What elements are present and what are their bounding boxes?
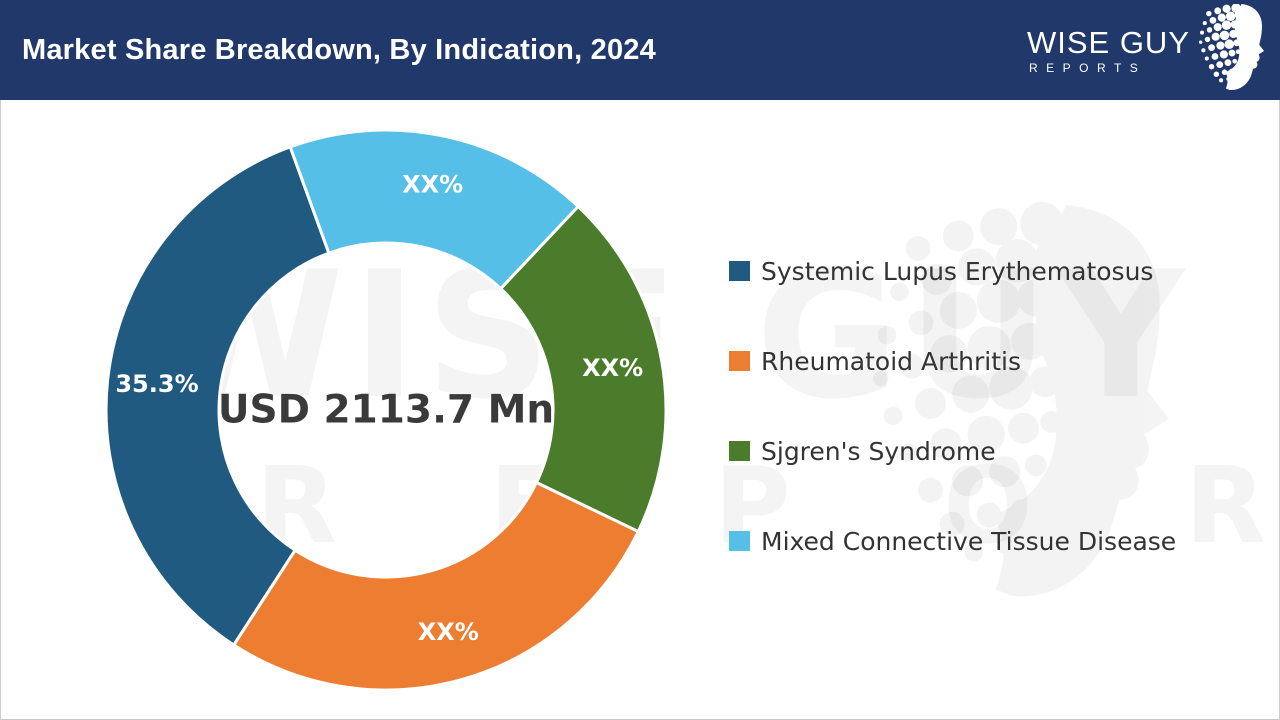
header-bar: Market Share Breakdown, By Indication, 2… — [0, 0, 1280, 100]
watermark-head-icon — [873, 201, 1170, 597]
legend-label: Systemic Lupus Erythematosus — [761, 256, 1154, 286]
legend-item: Sjgren's Syndrome — [729, 436, 1176, 466]
wise-guy-logo-text: WISE GUY REPORTS — [1027, 27, 1190, 74]
slice-value-label: XX% — [582, 354, 643, 382]
donut-slice — [104, 145, 331, 647]
slice-value-label: 35.3% — [115, 370, 198, 398]
legend-swatch — [729, 351, 750, 371]
logo-wordmark: WISE GUY — [1026, 24, 1190, 60]
wise-guy-logo-head-icon — [1198, 4, 1265, 91]
watermark-text-line2: R E P O R T S — [256, 445, 1280, 567]
chart-area: WISE GUY R E P O R T S 35.3% XX% XX% XX% US… — [0, 100, 1280, 720]
legend-item: Rheumatoid Arthritis — [729, 346, 1176, 376]
watermark-text-line1: WISE GUY — [151, 235, 1193, 438]
legend-swatch — [729, 261, 750, 281]
donut-slice — [232, 481, 640, 692]
legend-item: Systemic Lupus Erythematosus — [729, 256, 1176, 286]
donut-slice — [288, 128, 580, 291]
wise-guy-logo: WISE GUY REPORTS — [1027, 4, 1270, 96]
page-title: Market Share Breakdown, By Indication, 2… — [22, 33, 656, 66]
legend-swatch — [729, 441, 750, 461]
legend-item: Mixed Connective Tissue Disease — [729, 526, 1176, 556]
slice-value-label: XX% — [418, 618, 479, 646]
legend-swatch — [729, 531, 750, 551]
slice-value-label: XX% — [402, 170, 463, 198]
logo-subtitle: REPORTS — [1028, 60, 1147, 75]
donut-slice — [499, 204, 668, 533]
legend-label: Rheumatoid Arthritis — [761, 346, 1021, 376]
donut-center-value: USD 2113.7 Mn — [218, 388, 554, 433]
legend-label: Mixed Connective Tissue Disease — [761, 526, 1177, 556]
legend: Systemic Lupus Erythematosus Rheumatoid … — [729, 256, 1176, 556]
legend-label: Sjgren's Syndrome — [761, 436, 996, 466]
donut-chart: 35.3% XX% XX% XX% USD 2113.7 Mn — [104, 128, 668, 692]
